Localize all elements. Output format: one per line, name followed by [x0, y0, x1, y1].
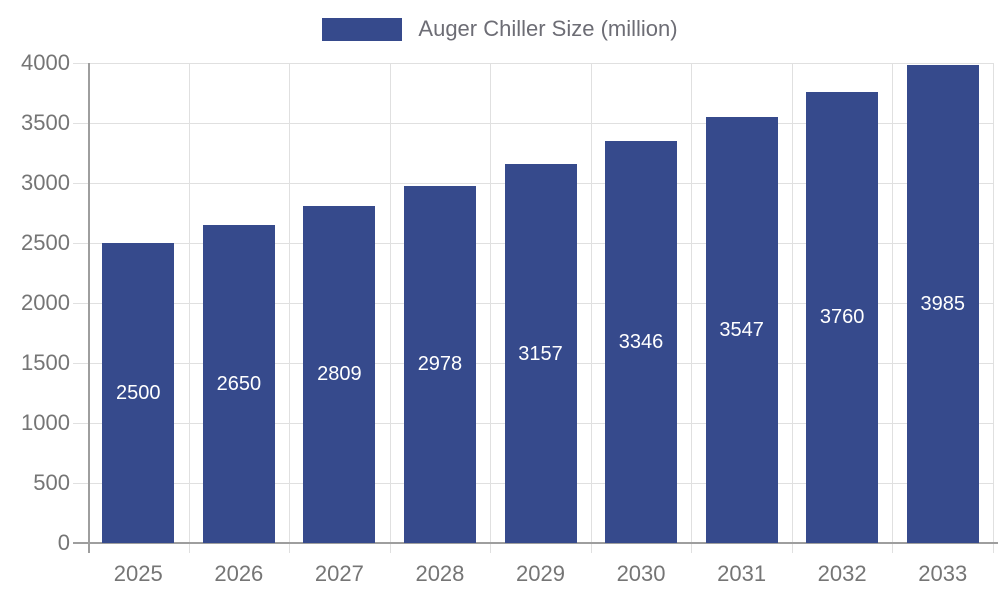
bar[interactable]: 3760 — [806, 91, 879, 543]
x-axis-tick-label: 2025 — [113, 561, 163, 586]
bar-value-label: 2978 — [417, 353, 463, 376]
bar[interactable]: 2650 — [202, 225, 275, 543]
gridline-v — [289, 63, 291, 553]
bar-value-label: 3157 — [518, 342, 563, 365]
x-axis-tick-label: 2030 — [616, 561, 666, 586]
gridline-h — [73, 123, 993, 124]
bar[interactable]: 3985 — [906, 64, 979, 543]
gridline-v — [188, 63, 190, 553]
y-axis-line — [88, 63, 90, 553]
bar[interactable]: 3157 — [504, 164, 577, 543]
bar-value-label: 3346 — [618, 331, 664, 354]
x-axis-tick-label: 2029 — [516, 561, 565, 586]
gridline-v — [590, 63, 592, 553]
bar[interactable]: 2500 — [102, 243, 175, 543]
legend[interactable]: Auger Chiller Size (million) — [0, 16, 1000, 42]
x-axis-tick-label: 2026 — [214, 561, 264, 586]
bar-value-label: 3985 — [920, 292, 965, 315]
x-axis-line — [73, 542, 998, 544]
y-axis-tick-label: 3000 — [21, 170, 70, 195]
gridline-v — [490, 63, 492, 553]
y-axis-tick-label: 2000 — [21, 290, 70, 315]
y-axis-tick-label: 4000 — [21, 50, 70, 75]
x-axis-tick-label: 2031 — [717, 561, 767, 586]
gridline-v — [993, 63, 994, 553]
x-axis-tick-label: 2033 — [918, 561, 968, 586]
gridline-v — [892, 63, 894, 553]
legend-swatch — [322, 17, 403, 41]
y-axis-tick-label: 2500 — [21, 230, 70, 255]
bar[interactable]: 2809 — [303, 205, 376, 543]
x-axis-tick-label: 2027 — [314, 561, 364, 586]
y-axis-tick-label: 1000 — [21, 410, 70, 435]
x-axis-tick-label: 2032 — [817, 561, 867, 586]
gridline-v — [791, 63, 793, 553]
gridline-h — [73, 63, 993, 64]
bar-value-label: 2500 — [116, 382, 161, 404]
bar[interactable]: 2978 — [403, 185, 476, 543]
gridline-v — [389, 63, 391, 553]
y-axis-tick-label: 500 — [33, 470, 70, 495]
y-axis-tick-label: 0 — [57, 530, 70, 555]
bar-value-label: 2809 — [317, 363, 362, 386]
y-axis-tick-label: 3500 — [21, 110, 70, 135]
y-axis-tick-label: 1500 — [21, 350, 70, 375]
bar-value-label: 3760 — [819, 306, 865, 329]
legend-label: Auger Chiller Size (million) — [418, 16, 678, 41]
bar-value-label: 3547 — [719, 319, 764, 342]
gridline-v — [691, 63, 693, 553]
x-axis-tick-label: 2028 — [415, 561, 465, 586]
bar-value-label: 2650 — [216, 373, 262, 395]
bar[interactable]: 3346 — [605, 141, 678, 543]
bar[interactable]: 3547 — [705, 117, 778, 543]
